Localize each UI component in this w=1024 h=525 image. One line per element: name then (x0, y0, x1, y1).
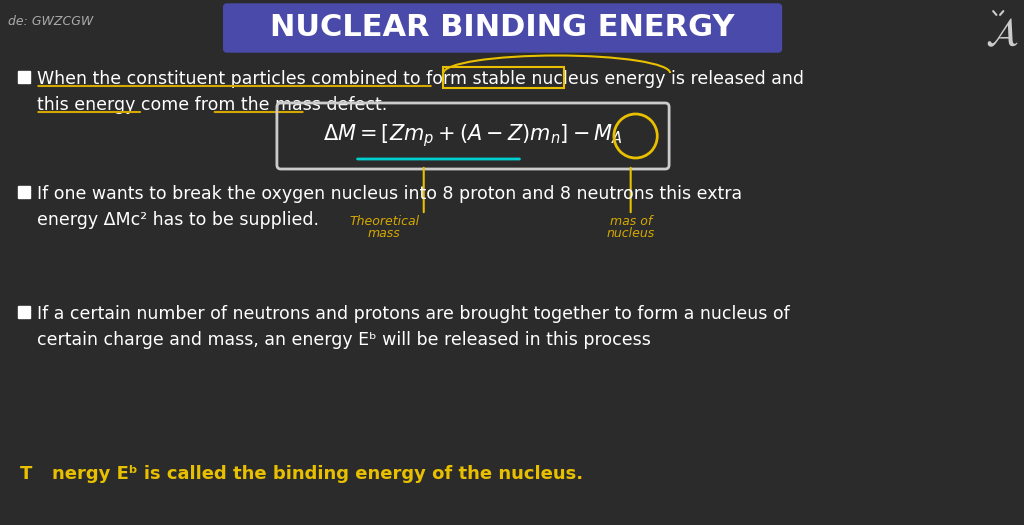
Text: this energy come from the mass defect.: this energy come from the mass defect. (38, 96, 388, 114)
Text: When the constituent particles combined to form stable nucleus energy is release: When the constituent particles combined … (38, 70, 805, 88)
Text: NUCLEAR BINDING ENERGY: NUCLEAR BINDING ENERGY (270, 14, 735, 43)
Text: nucleus: nucleus (606, 227, 654, 240)
Text: If a certain number of neutrons and protons are brought together to form a nucle: If a certain number of neutrons and prot… (38, 305, 791, 323)
Text: certain charge and mass, an energy Eᵇ will be released in this process: certain charge and mass, an energy Eᵇ wi… (38, 331, 651, 349)
Text: mass: mass (368, 227, 400, 240)
Text: $\Delta M = [Zm_p + (A-Z)m_n] - M_A$: $\Delta M = [Zm_p + (A-Z)m_n] - M_A$ (324, 123, 623, 150)
Text: $\mathcal{A}$: $\mathcal{A}$ (985, 15, 1019, 53)
Text: T: T (19, 465, 32, 483)
Text: Theoretical: Theoretical (349, 215, 420, 228)
Bar (17, 71, 30, 83)
Text: mas of: mas of (609, 215, 652, 228)
Text: energy ΔMc² has to be supplied.: energy ΔMc² has to be supplied. (38, 211, 319, 229)
Text: de: GWZCGW: de: GWZCGW (8, 15, 93, 28)
Bar (17, 306, 30, 318)
Text: nergy Eᵇ is called the binding energy of the nucleus.: nergy Eᵇ is called the binding energy of… (52, 465, 584, 483)
Bar (17, 186, 30, 198)
Text: If one wants to break the oxygen nucleus into 8 proton and 8 neutrons this extra: If one wants to break the oxygen nucleus… (38, 185, 742, 203)
FancyBboxPatch shape (223, 4, 781, 52)
